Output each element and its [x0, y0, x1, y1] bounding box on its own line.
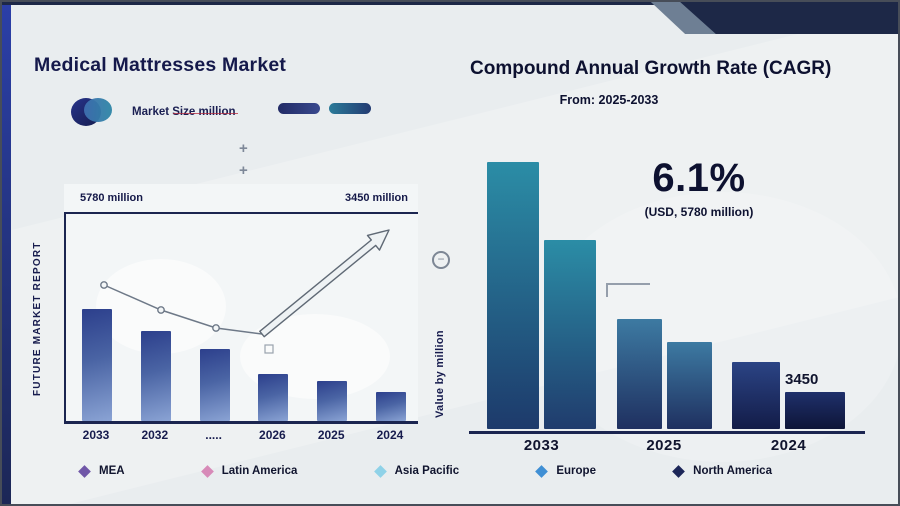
left-chart-min-value: 3450 million	[345, 192, 408, 204]
right-bar-pair	[616, 319, 712, 429]
cagr-note: (USD, 5780 million)	[644, 205, 754, 219]
plus-decoration-icon: +	[239, 140, 248, 157]
cagr-block: 6.1% (USD, 5780 million)	[610, 156, 788, 219]
right-bar-pair	[487, 162, 596, 429]
right-bar-group: 2024	[732, 362, 845, 454]
cagr-title: Compound Annual Growth Rate (CAGR)	[470, 58, 832, 79]
left-accent-bar	[2, 2, 11, 504]
right-x-label: 2025	[646, 437, 682, 454]
bottom-legend: MEA Latin America Asia Pacific Europe North …	[78, 464, 772, 478]
cagr-subtitle: From: 2025-2033	[559, 93, 659, 107]
plus-decoration-icon: +	[239, 162, 248, 179]
pill-icon	[329, 103, 371, 114]
page-title: Medical Mattresses Market	[34, 54, 287, 76]
left-chart-x-labels: 2033 2032..... 2026 2025 2024	[64, 428, 418, 442]
left-x-label: .....	[205, 428, 222, 442]
left-chart-panel: 5780 million 3450 million	[64, 184, 418, 424]
left-bar	[199, 349, 230, 421]
left-x-label: 2032	[141, 428, 169, 442]
right-bar	[785, 392, 845, 429]
left-x-label: 2024	[376, 428, 404, 442]
legend-diamond-icon	[535, 464, 549, 478]
right-bar	[544, 240, 596, 429]
left-bar	[317, 381, 348, 421]
right-x-label: 2033	[523, 437, 560, 454]
left-x-label: 2026	[259, 428, 286, 442]
decorative-pills	[278, 103, 371, 114]
legend-item-europe: Europe	[535, 464, 596, 478]
legend-label: MEA	[99, 465, 125, 477]
right-bar	[487, 162, 539, 429]
left-chart-area	[64, 214, 418, 424]
left-x-label: 2025	[317, 428, 345, 442]
right-bar	[616, 319, 662, 429]
legend-diamond-icon	[672, 464, 686, 478]
step-bracket-decoration	[606, 283, 650, 297]
left-x-label: 2033	[82, 428, 110, 442]
right-bar-group: 2033	[487, 162, 596, 454]
legend-label: North America	[693, 465, 772, 477]
left-bar	[82, 309, 112, 421]
cylinder-icon	[71, 98, 112, 126]
left-chart-header: 5780 million 3450 million	[64, 184, 418, 214]
market-size-legend: Market Size million	[66, 95, 238, 129]
legend-item-north-america: North America	[672, 464, 772, 478]
legend-item-mea: MEA	[78, 464, 125, 478]
trend-arrow	[100, 229, 390, 354]
left-chart-bars	[82, 214, 406, 421]
legend-diamond-icon	[78, 464, 91, 478]
right-chart-groups: 2033 2025 2024	[487, 162, 845, 454]
right-x-label: 2024	[770, 437, 807, 454]
right-bar-pair	[732, 362, 845, 429]
left-chart-max-value: 5780 million	[80, 192, 143, 204]
right-bar	[732, 362, 780, 429]
top-right-navy-band	[680, 2, 898, 34]
left-bar	[375, 392, 406, 421]
right-bar-group: 2025	[616, 319, 712, 454]
cagr-value: 6.1%	[652, 156, 746, 200]
legend-label: Asia Pacific	[394, 465, 460, 477]
right-bar	[666, 342, 712, 429]
legend-diamond-icon	[200, 464, 214, 478]
minus-circle-icon: −	[432, 251, 450, 269]
legend-label: Latin America	[221, 465, 298, 477]
legend-label: Europe	[556, 465, 596, 477]
left-bar	[258, 374, 289, 421]
market-size-label: Market Size million	[132, 106, 238, 118]
left-y-axis-label: FUTURE MARKET REPORT	[32, 241, 43, 397]
right-y-axis-label: Value by million	[434, 330, 446, 419]
top-border-line	[2, 2, 898, 5]
right-bar-value-label: 3450	[785, 371, 819, 388]
legend-diamond-icon	[373, 464, 387, 478]
legend-item-latin-america: Latin America	[200, 464, 298, 478]
right-chart-baseline	[469, 431, 865, 434]
left-bar	[140, 331, 171, 421]
pill-icon	[278, 103, 320, 114]
legend-item-asia-pacific: Asia Pacific	[373, 464, 460, 478]
